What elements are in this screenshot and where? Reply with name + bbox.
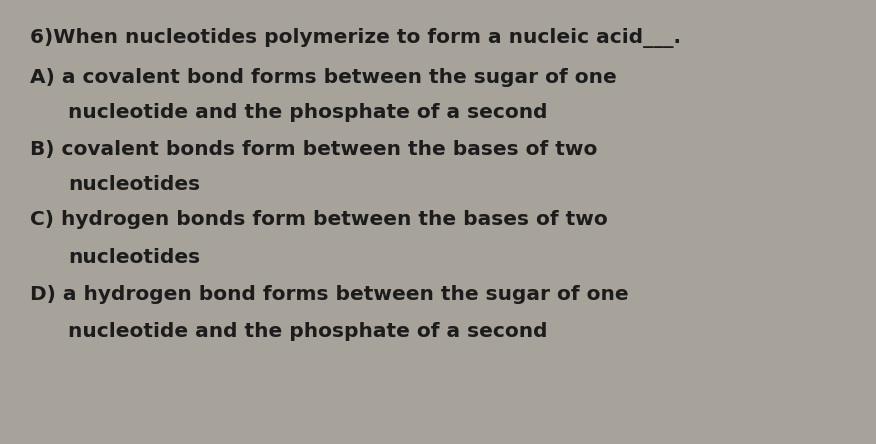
Text: nucleotide and the phosphate of a second: nucleotide and the phosphate of a second bbox=[68, 103, 548, 122]
Text: 6)When nucleotides polymerize to form a nucleic acid___.: 6)When nucleotides polymerize to form a … bbox=[30, 28, 681, 48]
Text: B) covalent bonds form between the bases of two: B) covalent bonds form between the bases… bbox=[30, 140, 597, 159]
Text: D) a hydrogen bond forms between the sugar of one: D) a hydrogen bond forms between the sug… bbox=[30, 285, 629, 304]
Text: nucleotide and the phosphate of a second: nucleotide and the phosphate of a second bbox=[68, 322, 548, 341]
Text: A) a covalent bond forms between the sugar of one: A) a covalent bond forms between the sug… bbox=[30, 68, 617, 87]
Text: nucleotides: nucleotides bbox=[68, 248, 200, 267]
Text: nucleotides: nucleotides bbox=[68, 175, 200, 194]
Text: C) hydrogen bonds form between the bases of two: C) hydrogen bonds form between the bases… bbox=[30, 210, 608, 229]
